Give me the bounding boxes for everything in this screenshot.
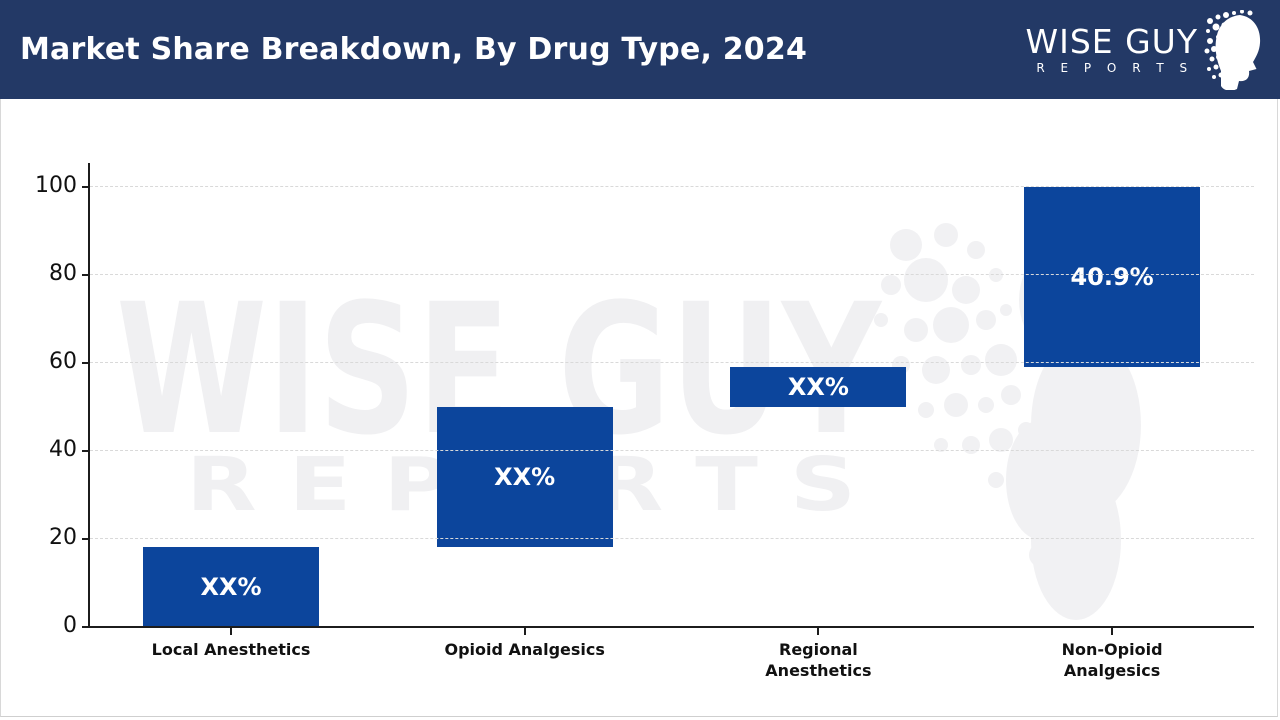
x-category-label-regional-anesthetics: Regional Anesthetics	[765, 640, 872, 680]
x-tick-local-anesthetics	[230, 628, 232, 635]
gridline-40	[90, 450, 1254, 451]
y-tick-label-0: 0	[63, 613, 77, 638]
gridline-80	[90, 274, 1254, 275]
header: Market Share Breakdown, By Drug Type, 20…	[0, 0, 1280, 99]
y-tick-40	[82, 450, 90, 452]
y-tick-60	[82, 362, 90, 364]
y-tick-label-20: 20	[49, 525, 77, 550]
x-category-label-local-anesthetics: Local Anesthetics	[151, 640, 311, 659]
bar-value-label: 40.9%	[1070, 262, 1154, 291]
bar-regional-anesthetics: XX%	[730, 366, 907, 407]
x-tick-non-opioid-analgesics	[1111, 628, 1114, 635]
y-tick-80	[82, 274, 90, 276]
x-category-label-opioid-analgesics: Opioid Analgesics	[444, 640, 605, 659]
bar-value-label: XX%	[494, 462, 556, 491]
y-tick-label-80: 80	[49, 261, 77, 286]
gridline-20	[90, 538, 1254, 539]
brand-name: WISE GUY	[1025, 21, 1198, 61]
y-tick-20	[82, 538, 90, 540]
y-tick-0	[82, 626, 90, 628]
gridline-100	[90, 186, 1254, 187]
bar-non-opioid-analgesics: 40.9%	[1024, 187, 1201, 367]
chart-canvas: WISE GUY R E P O R T S 020406080100XX%Lo…	[0, 99, 1278, 717]
brand-tagline: R E P O R T S	[1036, 60, 1194, 75]
brand-logo-text: WISE GUY R E P O R T S	[1025, 25, 1198, 75]
y-axis-line	[88, 163, 90, 628]
y-tick-label-100: 100	[35, 173, 77, 198]
y-tick-label-60: 60	[49, 349, 77, 374]
brand-head-icon	[1204, 9, 1261, 90]
bar-local-anesthetics: XX%	[143, 546, 319, 627]
x-tick-opioid-analgesics	[523, 628, 526, 635]
y-tick-100	[82, 186, 90, 188]
x-category-label-non-opioid-analgesics: Non-Opioid Analgesics	[1061, 640, 1163, 680]
page-title: Market Share Breakdown, By Drug Type, 20…	[20, 32, 808, 67]
brand-logo: WISE GUY R E P O R T S	[1025, 9, 1262, 90]
x-tick-regional-anesthetics	[817, 628, 820, 635]
y-tick-label-40: 40	[49, 437, 77, 462]
bar-value-label: XX%	[787, 372, 849, 401]
x-axis-line	[88, 626, 1254, 628]
gridline-60	[90, 362, 1254, 363]
bar-value-label: XX%	[200, 572, 262, 601]
bar-opioid-analgesics: XX%	[436, 407, 613, 547]
